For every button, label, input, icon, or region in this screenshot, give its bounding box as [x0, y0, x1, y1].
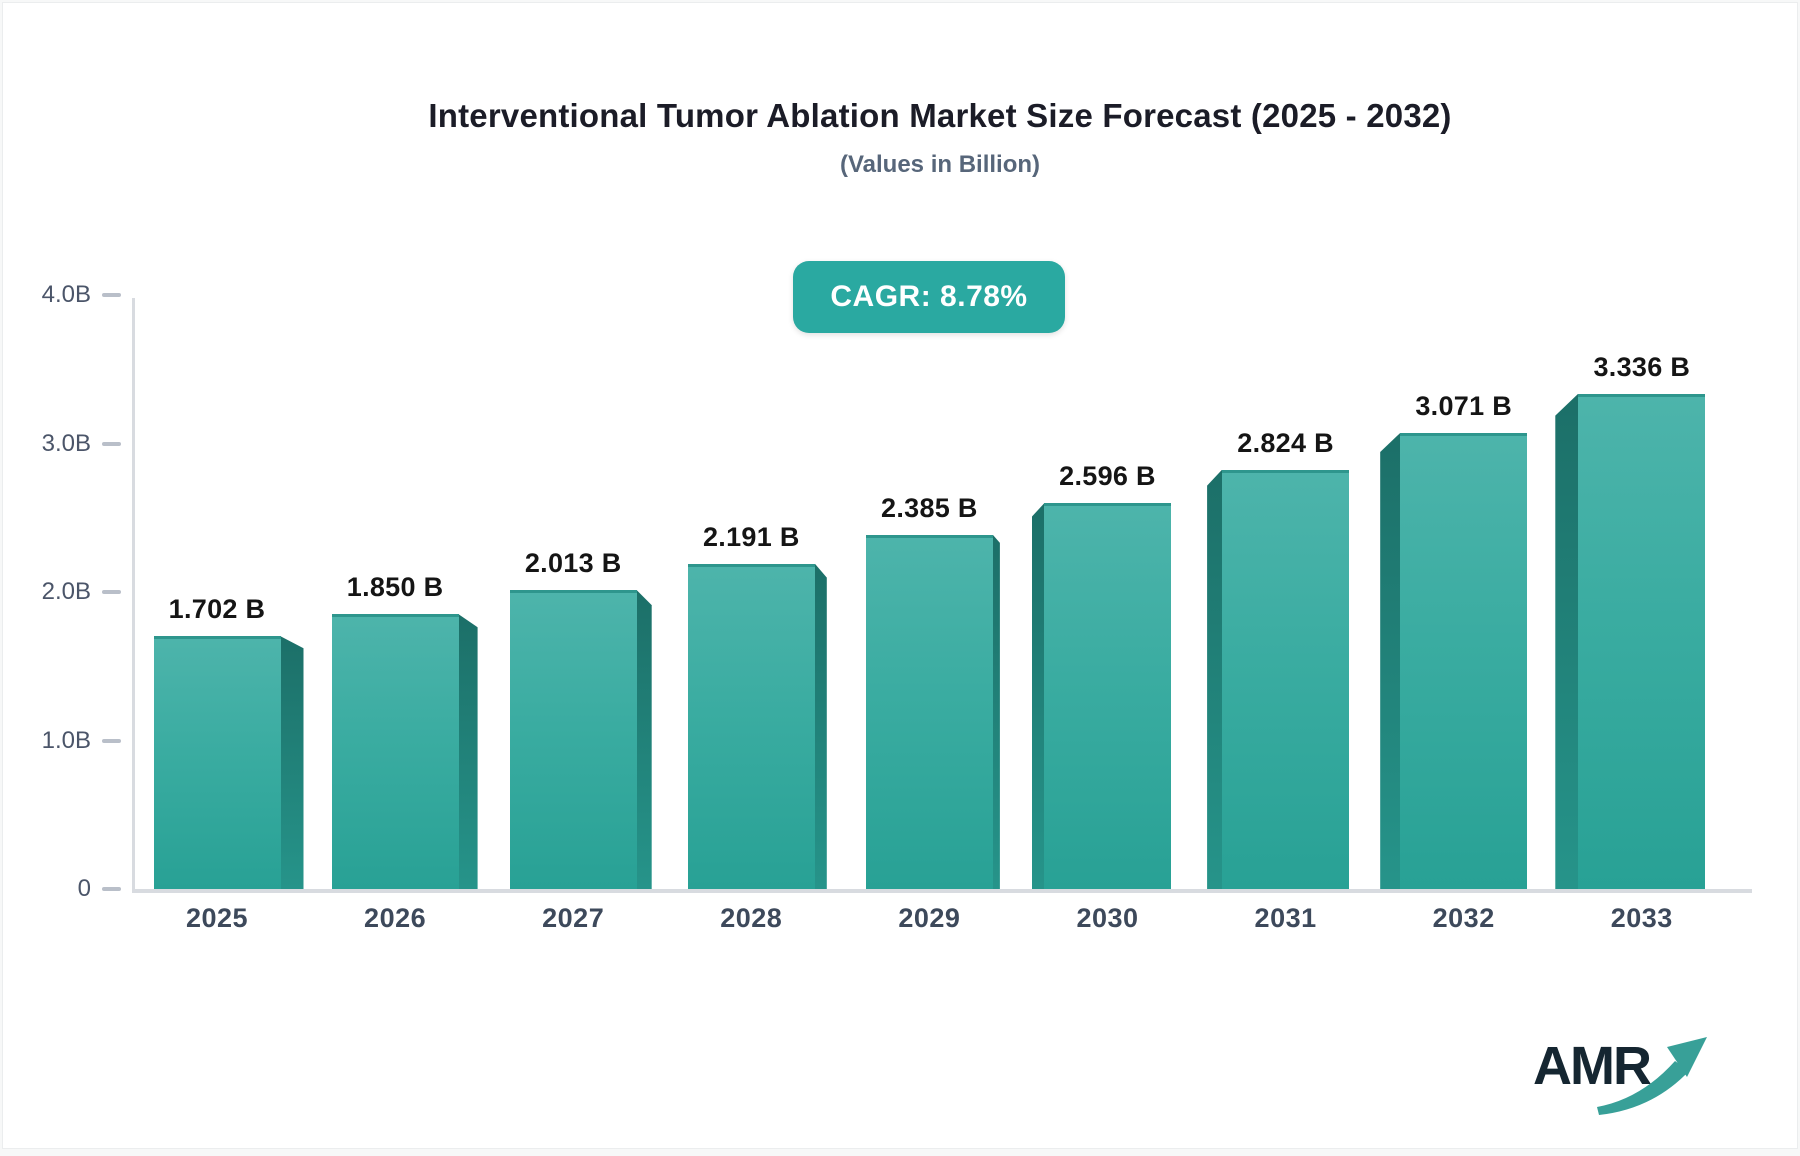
x-tick-label: 2032 [1432, 903, 1495, 933]
bar-value-label: 1.702 B [168, 594, 266, 625]
bar [509, 590, 637, 889]
y-tick-label: 4.0B [41, 281, 91, 308]
bar-value-label: 2.824 B [1237, 427, 1334, 458]
y-tick-label: 0 [77, 875, 91, 902]
bar-3d-side [992, 534, 1000, 889]
growth-arrow-icon [1597, 1037, 1707, 1115]
bar [865, 534, 993, 889]
x-tick-label: 2025 [185, 903, 249, 933]
y-tick-label: 1.0B [41, 726, 91, 754]
amr-logo: AMR [1533, 1036, 1707, 1115]
x-tick-label: 2026 [364, 903, 427, 933]
bar-value-label: 3.071 B [1415, 390, 1513, 421]
bar [153, 636, 281, 889]
bar-value-label: 3.336 B [1593, 351, 1691, 382]
bar-3d-side [280, 636, 304, 889]
y-axis-line [132, 298, 135, 893]
bar-3d-side [1207, 469, 1223, 889]
bar [1044, 503, 1171, 889]
x-axis-line [132, 889, 1752, 893]
bar-value-label: 2.191 B [702, 521, 800, 552]
x-tick-label: 2031 [1254, 903, 1317, 933]
x-tick-label: 2033 [1610, 903, 1673, 933]
y-tick-label: 2.0B [41, 578, 91, 605]
cagr-badge-label: CAGR: 8.78% [830, 280, 1028, 313]
amr-logo-text: AMR [1533, 1036, 1652, 1096]
y-tick-mark [102, 441, 121, 446]
bar-3d-side [1380, 432, 1401, 889]
chart-title: Interventional Tumor Ablation Market Siz… [428, 97, 1452, 134]
bar [687, 563, 815, 889]
y-tick-mark [102, 590, 121, 594]
x-tick-label: 2028 [720, 903, 783, 933]
y-tick-label: 3.0B [41, 429, 91, 457]
bar-value-label: 2.596 B [1059, 461, 1156, 492]
bar [1578, 393, 1706, 889]
bar-value-label: 2.013 B [524, 548, 622, 579]
x-tick-label: 2030 [1076, 903, 1139, 933]
x-tick-label: 2027 [542, 903, 605, 933]
bar-value-label: 1.850 B [346, 572, 444, 603]
bar-3d-side [458, 614, 478, 889]
y-tick-mark [102, 887, 121, 891]
bar-3d-side [1032, 503, 1044, 889]
y-tick-mark [102, 293, 121, 297]
bar-3d-side [636, 590, 652, 889]
bar-3d-side [814, 563, 827, 889]
bar-value-label: 2.385 B [881, 492, 978, 523]
bar-3d-side [1555, 393, 1579, 889]
bar [1400, 432, 1528, 889]
chart-subtitle: (Values in Billion) [839, 151, 1041, 178]
bar [1222, 469, 1350, 889]
y-tick-mark [102, 738, 121, 743]
cagr-badge: CAGR: 8.78% [793, 261, 1065, 333]
x-tick-label: 2029 [898, 903, 961, 933]
bar [331, 614, 459, 889]
